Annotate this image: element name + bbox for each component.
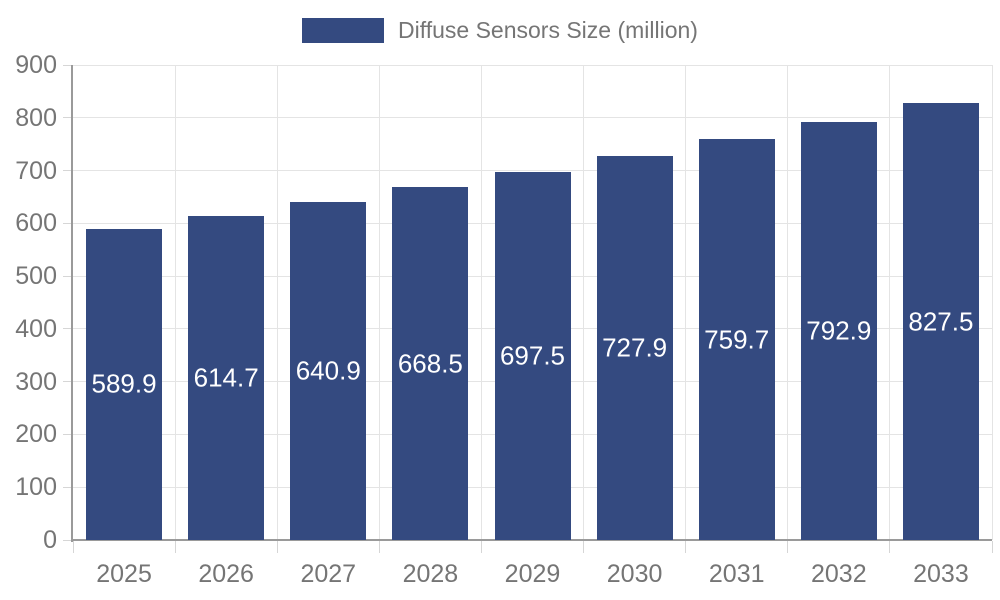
y-tick <box>63 486 73 488</box>
y-tick-label: 600 <box>15 209 57 238</box>
v-gridline <box>480 65 482 540</box>
bar-value-label: 640.9 <box>295 355 361 386</box>
bar[interactable]: 759.7 <box>698 139 775 540</box>
bar[interactable]: 792.9 <box>800 121 877 540</box>
x-tick <box>685 541 687 553</box>
bar[interactable]: 697.5 <box>494 171 571 540</box>
x-tick <box>889 541 891 553</box>
y-tick-label: 900 <box>15 51 57 79</box>
x-tick-label: 2031 <box>708 560 765 588</box>
v-gridline <box>991 65 993 540</box>
y-tick <box>63 117 73 119</box>
y-tick-label: 700 <box>15 156 57 185</box>
bar[interactable]: 727.9 <box>596 155 673 540</box>
x-tick <box>174 541 176 553</box>
y-tick <box>63 222 73 224</box>
legend-swatch <box>302 18 385 43</box>
h-gridline <box>73 117 992 119</box>
x-tick-label: 2028 <box>402 560 459 588</box>
y-tick <box>63 328 73 330</box>
y-tick <box>63 170 73 172</box>
v-gridline <box>378 65 380 540</box>
y-tick <box>63 275 73 277</box>
x-tick-label: 2027 <box>300 560 357 588</box>
x-tick-label: 2025 <box>96 560 152 588</box>
v-gridline <box>685 65 687 540</box>
bar-value-label: 697.5 <box>499 340 566 371</box>
x-tick-label: 2032 <box>811 560 867 588</box>
y-tick <box>63 433 73 435</box>
bar[interactable]: 668.5 <box>392 187 469 540</box>
legend[interactable]: Diffuse Sensors Size (million) <box>0 17 1000 44</box>
x-tick-label: 2030 <box>606 560 663 588</box>
v-gridline <box>583 65 585 540</box>
h-gridline <box>73 64 992 66</box>
x-tick-label: 2029 <box>504 560 561 588</box>
bar[interactable]: 640.9 <box>290 201 367 540</box>
x-tick <box>583 541 585 553</box>
y-tick-label: 500 <box>15 262 57 291</box>
y-tick-label: 200 <box>15 420 57 449</box>
v-gridline <box>787 65 789 540</box>
x-tick <box>787 541 789 553</box>
v-gridline <box>174 65 176 540</box>
h-gridline <box>73 170 992 172</box>
x-tick-label: 2033 <box>913 560 969 588</box>
bar-value-label: 827.5 <box>908 306 974 337</box>
x-tick <box>480 541 482 553</box>
bar[interactable]: 827.5 <box>902 103 979 540</box>
bar[interactable]: 589.9 <box>86 228 163 540</box>
bar-value-label: 727.9 <box>602 332 668 363</box>
bar-value-label: 759.7 <box>704 324 770 355</box>
v-gridline <box>889 65 891 540</box>
y-tick-label: 100 <box>15 473 57 502</box>
v-gridline <box>276 65 278 540</box>
bar-value-label: 792.9 <box>806 315 872 346</box>
y-tick-label: 400 <box>15 314 57 343</box>
bar[interactable]: 614.7 <box>188 215 265 540</box>
bar-value-label: 668.5 <box>397 348 463 379</box>
x-tick <box>276 541 278 553</box>
bar-value-label: 589.9 <box>91 368 157 399</box>
legend-label: Diffuse Sensors Size (million) <box>398 17 698 43</box>
bar-value-label: 614.7 <box>193 362 259 393</box>
y-tick <box>63 64 73 66</box>
x-tick <box>378 541 380 553</box>
x-tick <box>72 541 74 553</box>
y-tick-label: 300 <box>15 367 57 396</box>
x-tick <box>991 541 993 553</box>
x-axis-line <box>71 539 992 541</box>
y-tick <box>63 381 73 383</box>
x-tick-label: 2026 <box>198 560 254 588</box>
y-tick-label: 0 <box>43 526 57 554</box>
y-tick-label: 800 <box>15 103 57 132</box>
y-tick <box>63 539 73 541</box>
y-axis-line <box>71 65 73 542</box>
